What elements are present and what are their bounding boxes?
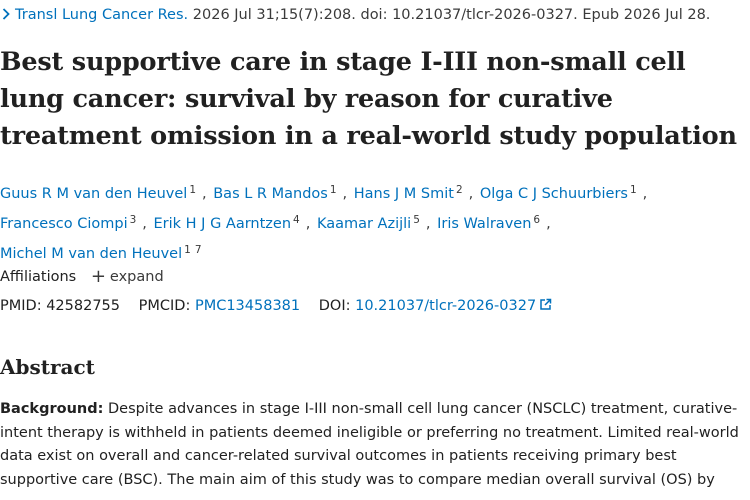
author-separator: , [305,216,311,232]
citation-line: Transl Lung Cancer Res. 2026 Jul 31;15(7… [2,5,710,26]
author-separator: , [342,186,348,202]
plus-icon: + [90,266,106,287]
affiliation-ref[interactable]: 1 [329,184,337,196]
author: Bas L R Mandos 1 [213,184,341,202]
author-name-link[interactable]: Erik H J G Aarntzen [153,216,292,232]
affiliation-ref[interactable]: 1 [189,184,197,196]
author: Michel M van den Heuvel 1 7 [0,244,206,262]
doi-group: DOI: 10.21037/tlcr-2026-0327 [319,298,552,314]
pmcid-group: PMCID: PMC13458381 [139,298,305,314]
affiliation-ref[interactable]: 1 [184,244,191,256]
author-separator: , [425,216,431,232]
author-separator: , [468,186,474,202]
author-separator: , [142,216,147,232]
affiliation-ref[interactable]: 1 [629,184,637,196]
affiliations-label: Affiliations [0,269,77,285]
external-link-icon[interactable] [539,296,552,318]
author-separator: , [642,186,648,202]
affiliation-ref[interactable]: 3 [129,214,137,226]
journal-link[interactable]: Transl Lung Cancer Res. [15,7,189,23]
affiliation-refs: 2 [456,184,467,196]
identifiers: PMID: 42582755 PMCID: PMC13458381 DOI: 1… [0,295,566,318]
author: Francesco Ciompi 3 [0,214,141,232]
affiliations-section: Affiliations + expand [0,266,164,288]
author-name-link[interactable]: Bas L R Mandos [213,186,328,202]
affiliations-expand-button[interactable]: + expand [90,266,164,287]
expand-label: expand [109,269,164,285]
affiliation-refs: 6 [533,214,544,226]
author-name-link[interactable]: Iris Walraven [437,216,532,232]
affiliation-ref[interactable]: 5 [413,214,420,226]
author: Kaamar Azijli 5 [316,214,424,232]
author-separator: , [546,216,551,232]
affiliation-refs: 5 [413,214,424,226]
author: Hans J M Smit 2 [353,184,467,202]
affiliation-ref[interactable]: 4 [293,214,300,226]
affiliation-ref[interactable]: 6 [533,214,541,226]
author: Guus R M van den Heuvel 1 [0,184,200,202]
pmid-group: PMID: 42582755 [0,298,125,314]
author-name-link[interactable]: Kaamar Azijli [316,216,412,232]
author-name-link[interactable]: Olga C J Schuurbiers [479,186,628,202]
affiliation-ref[interactable]: 7 [194,244,202,256]
pmcid-link[interactable]: PMC13458381 [194,298,301,314]
affiliation-refs: 4 [293,214,304,226]
author: Olga C J Schuurbiers 1 [479,184,641,202]
article-title: Best supportive care in stage I-III non-… [0,47,737,151]
author-name-link[interactable]: Michel M van den Heuvel [0,246,183,262]
pmcid-label: PMCID: [138,298,191,314]
doi-link[interactable]: 10.21037/tlcr-2026-0327 [355,298,537,314]
affiliation-refs: 1 [189,184,200,196]
author-name-link[interactable]: Guus R M van den Heuvel [0,186,188,202]
chevron-right-icon [2,6,10,26]
pmid-label: PMID: [0,298,42,314]
citation-details: 2026 Jul 31;15(7):208. doi: 10.21037/tlc… [192,7,711,23]
background-text: Despite advances in stage I-III non-smal… [0,401,739,488]
background-label: Background: [0,401,104,417]
abstract-heading: Abstract [0,355,95,379]
author: Erik H J G Aarntzen 4 [153,214,304,232]
affiliation-refs: 1 [630,184,641,196]
doi-label: DOI: [318,298,351,314]
abstract-background: Background: Despite advances in stage I-… [0,398,748,492]
affiliation-ref[interactable]: 2 [455,184,463,196]
pmid-value: 42582755 [46,298,121,314]
affiliation-refs: 3 [130,214,141,226]
affiliation-refs: 1 [330,184,341,196]
author-list: Guus R M van den Heuvel 1, Bas L R Mandos… [0,177,748,267]
author: Iris Walraven 6 [437,214,544,232]
author-separator: , [202,186,207,202]
author-name-link[interactable]: Francesco Ciompi [0,216,128,232]
author-name-link[interactable]: Hans J M Smit [353,186,454,202]
